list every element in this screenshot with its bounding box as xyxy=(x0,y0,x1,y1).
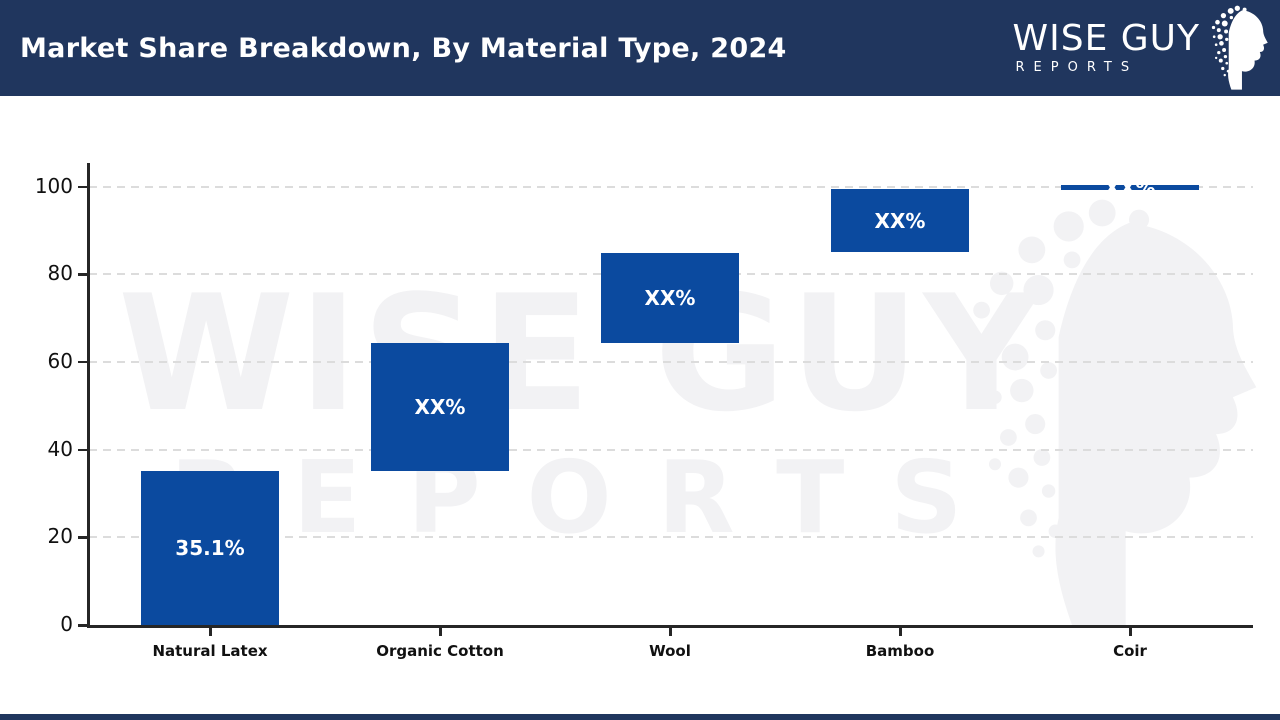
y-tick-mark xyxy=(78,185,89,188)
bar-value-label: 35.1% xyxy=(175,536,245,561)
brand-tagline: REPORTS xyxy=(1015,60,1139,75)
watermark-text: WISE GUY xyxy=(118,260,1044,447)
x-axis-label: Natural Latex xyxy=(152,642,268,660)
x-axis-label: Bamboo xyxy=(865,642,935,660)
x-tick-mark xyxy=(209,627,212,636)
y-tick-mark xyxy=(78,360,89,364)
page-title: Market Share Breakdown, By Material Type… xyxy=(20,32,787,64)
x-tick-mark xyxy=(439,627,442,636)
bar-wool: XX% xyxy=(601,253,739,344)
x-axis-line xyxy=(87,625,1253,628)
bar-value-label: XX% xyxy=(644,286,696,311)
watermark-text-sub: REPORTS xyxy=(170,439,1009,556)
brand-logo: WISE GUY REPORTS xyxy=(1013,5,1271,91)
bar-value-label: XX% xyxy=(874,208,926,233)
x-axis-label: Coir xyxy=(1113,642,1147,660)
header: Market Share Breakdown, By Material Type… xyxy=(0,0,1280,96)
y-tick-mark xyxy=(78,448,89,452)
x-tick-mark xyxy=(1129,627,1132,636)
bar-coir: XX% xyxy=(1061,185,1199,190)
footer-bar xyxy=(0,714,1280,720)
x-axis-label: Organic Cotton xyxy=(376,642,504,660)
y-tick-label: 20 xyxy=(47,524,73,549)
y-axis-line xyxy=(87,163,90,628)
gridline xyxy=(89,448,1253,451)
y-tick-label: 100 xyxy=(34,173,73,198)
gridline xyxy=(89,536,1253,539)
bar-organic-cotton: XX% xyxy=(371,343,509,472)
bar-value-label: XX% xyxy=(414,395,466,420)
x-tick-mark xyxy=(669,627,672,636)
chart-area: WISE GUY REPORTS 0 20 40 60 80 100 35.1% Natura… xyxy=(0,96,1280,714)
y-tick-label: 40 xyxy=(47,436,73,461)
y-tick-mark xyxy=(78,536,89,539)
x-tick-mark xyxy=(899,627,902,636)
waterfall-chart: 0 20 40 60 80 100 35.1% Natural Latex XX% Organic… xyxy=(0,96,1280,714)
y-tick-label: 0 xyxy=(60,612,73,636)
gridline xyxy=(89,360,1253,363)
brand-name: WISE GUY xyxy=(1012,18,1200,59)
bar-value-label: XX% xyxy=(1105,185,1156,190)
brand-head-icon xyxy=(1211,5,1268,90)
brand-text: WISE GUY REPORTS xyxy=(1012,18,1201,76)
y-tick-mark xyxy=(78,273,89,276)
gridline xyxy=(89,185,1253,188)
x-axis-label: Wool xyxy=(649,642,691,660)
y-tick-mark xyxy=(78,624,89,627)
y-tick-label: 80 xyxy=(47,261,73,286)
bar-bamboo: XX% xyxy=(831,189,969,253)
y-tick-label: 60 xyxy=(47,348,73,373)
bar-natural-latex: 35.1% xyxy=(141,471,279,625)
